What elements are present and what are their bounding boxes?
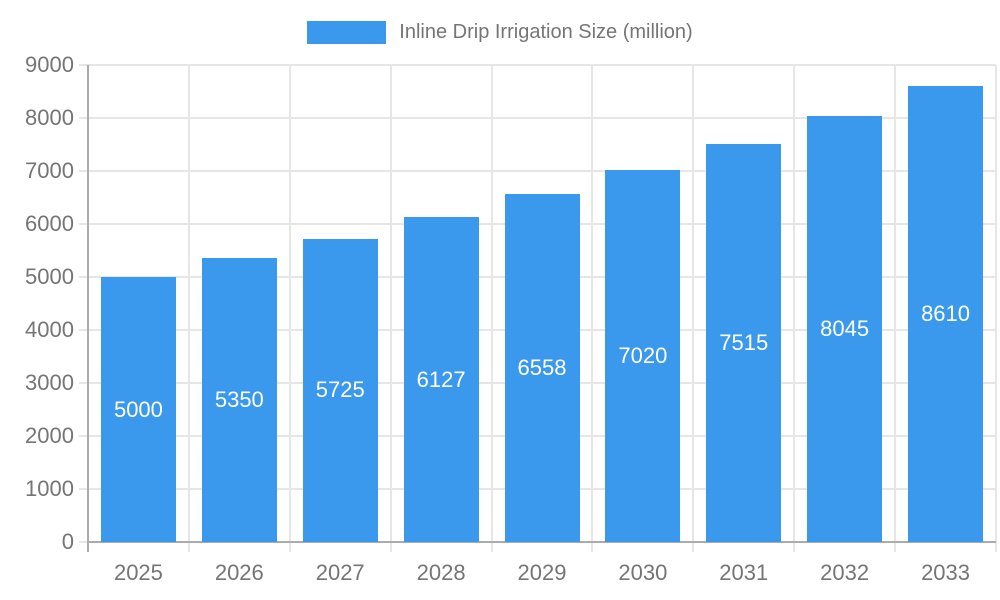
bar-value-label: 6127 xyxy=(416,366,466,392)
bar-2033[interactable] xyxy=(908,85,984,542)
bar-2028[interactable] xyxy=(403,217,479,542)
x-axis-tick xyxy=(692,542,695,552)
y-axis-tick-label: 1000 xyxy=(25,476,74,501)
gridline-vertical xyxy=(288,65,291,542)
bar-value-label: 8610 xyxy=(921,300,971,326)
gridline-horizontal xyxy=(88,170,996,172)
y-axis-tick-label: 6000 xyxy=(25,211,74,236)
x-axis-line xyxy=(87,541,996,543)
bar-value-label: 5000 xyxy=(113,396,163,422)
x-axis-tick-label: 2028 xyxy=(416,560,466,585)
bar-2030[interactable] xyxy=(605,169,681,542)
bar-value-label: 6558 xyxy=(517,355,567,381)
bar-value-label: 7020 xyxy=(618,342,668,368)
y-axis-tick xyxy=(79,276,88,278)
x-axis-tick xyxy=(894,542,897,552)
y-axis-line xyxy=(87,65,89,552)
legend-item[interactable]: Inline Drip Irrigation Size (million) xyxy=(0,20,1000,44)
y-axis-tick xyxy=(79,435,88,437)
bar-value-label: 8045 xyxy=(820,315,870,341)
bar-value-label: 7515 xyxy=(719,329,769,355)
gridline-vertical xyxy=(389,65,392,542)
x-axis-tick-label: 2032 xyxy=(820,560,870,585)
x-axis-tick xyxy=(288,542,291,552)
gridline-vertical xyxy=(490,65,493,542)
x-axis-tick xyxy=(591,542,594,552)
gridline-vertical xyxy=(591,65,594,542)
y-axis-tick-label: 4000 xyxy=(25,317,74,342)
gridline-horizontal xyxy=(88,64,996,66)
gridline-vertical xyxy=(894,65,897,542)
y-axis-tick-label: 3000 xyxy=(25,370,74,395)
y-axis-tick-label: 5000 xyxy=(25,264,74,289)
x-axis-tick-label: 2029 xyxy=(517,560,567,585)
bar-value-label: 5725 xyxy=(315,377,365,403)
x-axis-tick-label: 2031 xyxy=(719,560,769,585)
x-axis-tick xyxy=(995,542,997,552)
x-axis-tick-label: 2025 xyxy=(113,560,163,585)
bar-value-label: 5350 xyxy=(214,387,264,413)
x-axis-tick-label: 2026 xyxy=(214,560,264,585)
y-axis-tick xyxy=(79,382,88,384)
y-axis-tick-label: 2000 xyxy=(25,423,74,448)
bar-2025[interactable] xyxy=(100,277,176,542)
y-axis-tick xyxy=(79,329,88,331)
legend-swatch xyxy=(307,20,387,44)
bar-2031[interactable] xyxy=(706,143,782,542)
y-axis-tick xyxy=(79,64,88,66)
gridline-vertical xyxy=(692,65,695,542)
bar-2026[interactable] xyxy=(201,258,277,542)
y-axis-tick xyxy=(79,488,88,490)
y-axis-tick xyxy=(79,117,88,119)
x-axis-tick xyxy=(793,542,796,552)
y-axis-tick-label: 0 xyxy=(61,529,74,554)
x-axis-tick xyxy=(187,542,190,552)
gridline-horizontal xyxy=(88,117,996,119)
gridline-vertical xyxy=(187,65,190,542)
y-axis-tick xyxy=(79,170,88,172)
x-axis-tick-label: 2033 xyxy=(921,560,971,585)
bar-2032[interactable] xyxy=(807,115,883,542)
x-axis-tick-label: 2030 xyxy=(618,560,668,585)
bar-2029[interactable] xyxy=(504,194,580,542)
x-axis-tick xyxy=(389,542,392,552)
x-axis-tick xyxy=(490,542,493,552)
x-axis-tick-label: 2027 xyxy=(315,560,365,585)
y-axis-tick-label: 8000 xyxy=(25,105,74,130)
y-axis-tick xyxy=(79,541,88,543)
y-axis-tick-label: 7000 xyxy=(25,158,74,183)
legend-label: Inline Drip Irrigation Size (million) xyxy=(399,21,693,43)
bar-2027[interactable] xyxy=(302,238,378,542)
y-axis-tick-label: 9000 xyxy=(25,52,74,77)
gridline-vertical xyxy=(793,65,796,542)
gridline-vertical xyxy=(995,65,997,542)
y-axis-tick xyxy=(79,223,88,225)
